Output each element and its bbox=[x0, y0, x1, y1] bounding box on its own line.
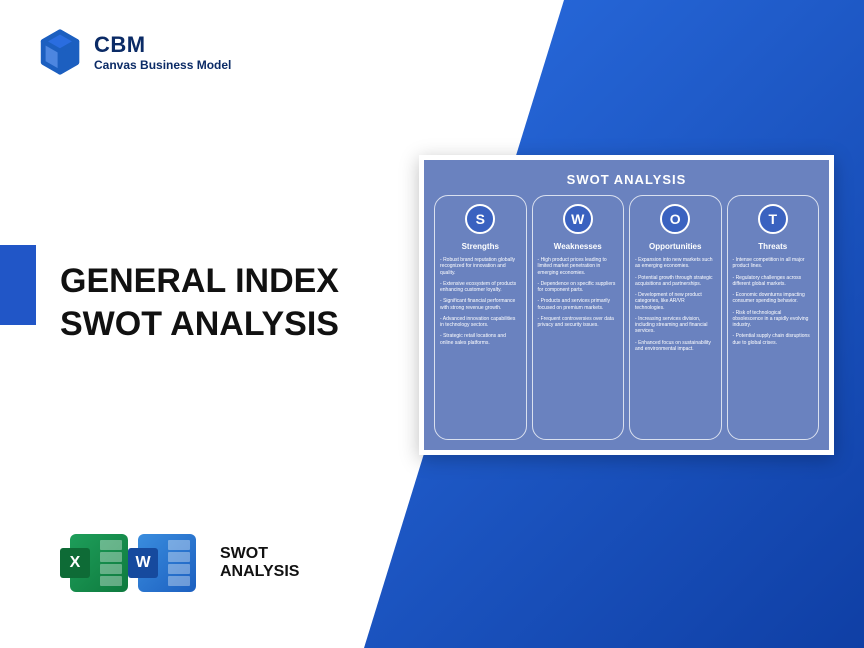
swot-column: S Strengths Robust brand reputation global… bbox=[434, 195, 527, 440]
swot-item: Potential supply chain disruptions due t… bbox=[733, 333, 814, 346]
swot-item: Expansion into new markets such as emerg… bbox=[635, 257, 716, 270]
swot-item: Strategic retail locations and online sa… bbox=[440, 333, 521, 346]
excel-sheets-decoration bbox=[100, 540, 122, 586]
swot-item: Risk of technological obsolescence in a … bbox=[733, 310, 814, 329]
swot-item: Increasing services division, including … bbox=[635, 316, 716, 335]
swot-item: Potential growth through strategic acqui… bbox=[635, 275, 716, 288]
main-title-line2: SWOT ANALYSIS bbox=[60, 305, 339, 343]
brand-logo-text: CBM Canvas Business Model bbox=[94, 32, 231, 72]
bottom-label-line2: ANALYSIS bbox=[220, 563, 299, 580]
bottom-label-line1: SWOT bbox=[220, 545, 268, 562]
bottom-label: SWOT ANALYSIS bbox=[220, 545, 299, 582]
swot-items-list: Robust brand reputation globally recogni… bbox=[440, 257, 521, 346]
swot-column-title: Threats bbox=[758, 242, 787, 251]
swot-column-title: Strengths bbox=[462, 242, 499, 251]
swot-card: SWOT ANALYSIS S Strengths Robust brand rep… bbox=[419, 155, 834, 455]
swot-column: T Threats Intense competition in all major… bbox=[727, 195, 820, 440]
brand-subtitle: Canvas Business Model bbox=[94, 58, 231, 72]
swot-letter-circle: S bbox=[465, 204, 495, 234]
excel-icon: X bbox=[70, 534, 128, 592]
excel-ribbon-letter: X bbox=[60, 548, 90, 578]
main-title-line1: GENERAL INDEX bbox=[60, 262, 339, 300]
swot-letter-circle: W bbox=[563, 204, 593, 234]
swot-item: Intense competition in all major product… bbox=[733, 257, 814, 270]
brand-logo-icon bbox=[36, 28, 84, 76]
swot-item: Development of new product categories, l… bbox=[635, 292, 716, 311]
swot-item: Extensive ecosystem of products enhancin… bbox=[440, 281, 521, 294]
main-title: GENERAL INDEX SWOT ANALYSIS bbox=[60, 260, 339, 345]
swot-item: Significant financial performance with s… bbox=[440, 298, 521, 311]
word-ribbon-letter: W bbox=[128, 548, 158, 578]
swot-item: Products and services primarily focused … bbox=[538, 298, 619, 311]
swot-item: Regulatory challenges across different g… bbox=[733, 275, 814, 288]
swot-column: W Weaknesses High product prices leading t… bbox=[532, 195, 625, 440]
brand-title: CBM bbox=[94, 32, 231, 58]
brand-logo-area: CBM Canvas Business Model bbox=[36, 28, 231, 76]
swot-item: Frequent controversies over data privacy… bbox=[538, 316, 619, 329]
swot-letter-circle: O bbox=[660, 204, 690, 234]
swot-columns: S Strengths Robust brand reputation global… bbox=[434, 195, 819, 440]
swot-item: Dependence on specific suppliers for com… bbox=[538, 281, 619, 294]
bottom-icons-row: X W SWOT ANALYSIS bbox=[70, 534, 299, 592]
swot-items-list: High product prices leading to limited m… bbox=[538, 257, 619, 328]
swot-letter-circle: T bbox=[758, 204, 788, 234]
swot-column-title: Weaknesses bbox=[554, 242, 602, 251]
swot-card-title: SWOT ANALYSIS bbox=[434, 172, 819, 187]
swot-item: Economic downturns impacting consumer sp… bbox=[733, 292, 814, 305]
swot-items-list: Intense competition in all major product… bbox=[733, 257, 814, 346]
word-sheets-decoration bbox=[168, 540, 190, 586]
swot-item: High product prices leading to limited m… bbox=[538, 257, 619, 276]
word-icon: W bbox=[138, 534, 196, 592]
swot-item: Robust brand reputation globally recogni… bbox=[440, 257, 521, 276]
swot-column: O Opportunities Expansion into new markets… bbox=[629, 195, 722, 440]
swot-item: Advanced innovation capabilities in tech… bbox=[440, 316, 521, 329]
swot-column-title: Opportunities bbox=[649, 242, 701, 251]
swot-item: Enhanced focus on sustainability and env… bbox=[635, 340, 716, 353]
slide-canvas: CBM Canvas Business Model GENERAL INDEX … bbox=[0, 0, 864, 648]
swot-items-list: Expansion into new markets such as emerg… bbox=[635, 257, 716, 352]
left-accent-bar bbox=[0, 245, 36, 325]
